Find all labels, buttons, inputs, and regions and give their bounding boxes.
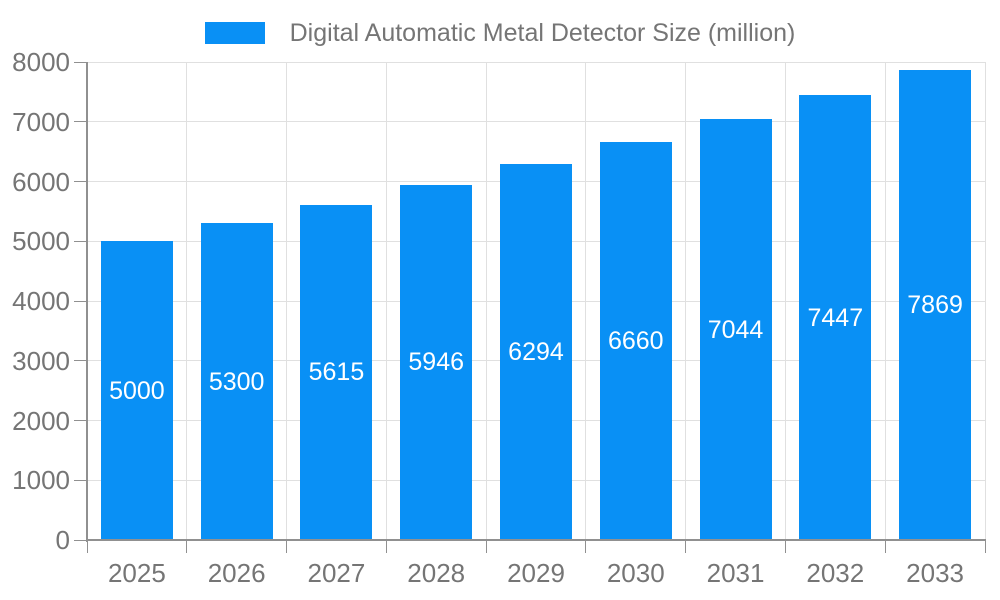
gridline-horizontal (87, 121, 985, 123)
y-axis-label: 5000 (12, 226, 70, 257)
x-axis-label: 2028 (407, 558, 466, 588)
x-axis-tick (186, 540, 188, 553)
gridline-vertical (186, 62, 188, 540)
y-axis-label: 8000 (12, 47, 70, 77)
gridline-vertical (884, 62, 886, 540)
y-axis-tick (74, 360, 87, 362)
bar[interactable] (400, 184, 473, 540)
y-axis-label: 2000 (12, 405, 70, 436)
legend[interactable]: Digital Automatic Metal Detector Size (m… (0, 18, 1000, 47)
x-axis-tick (585, 540, 587, 553)
bar[interactable] (300, 204, 373, 540)
bar[interactable] (599, 142, 672, 540)
x-axis-line (86, 539, 986, 541)
gridline-horizontal (87, 61, 985, 63)
x-axis-tick (784, 540, 786, 553)
gridline-vertical (385, 62, 387, 540)
bar[interactable] (899, 69, 972, 540)
y-axis-label: 4000 (12, 286, 70, 316)
bar[interactable] (200, 223, 273, 540)
bar[interactable] (699, 119, 772, 540)
gridline-vertical (984, 62, 986, 540)
gridline-vertical (286, 62, 288, 540)
y-axis-tick (74, 539, 87, 541)
x-axis-label: 2030 (606, 558, 665, 588)
x-axis-label: 2029 (507, 558, 565, 588)
x-axis-tick (286, 540, 288, 553)
x-axis-label: 2027 (307, 558, 366, 588)
x-axis-tick (685, 540, 687, 553)
bar[interactable] (500, 163, 572, 540)
gridline-vertical (485, 62, 487, 540)
y-axis-label: 6000 (12, 166, 70, 197)
bar[interactable] (100, 241, 173, 540)
gridline-vertical (685, 62, 687, 540)
y-axis-tick (74, 240, 87, 242)
x-axis-label: 2031 (706, 558, 765, 588)
x-axis-tick (984, 540, 986, 553)
x-axis-tick (485, 540, 487, 553)
x-axis-tick (86, 540, 88, 553)
x-axis-tick (385, 540, 387, 553)
y-axis-tick (74, 479, 87, 481)
bar[interactable] (799, 95, 872, 540)
y-axis-tick (74, 121, 87, 123)
y-axis-label: 1000 (12, 465, 70, 496)
legend-label[interactable]: Digital Automatic Metal Detector Size (m… (289, 18, 796, 47)
y-axis-tick (74, 61, 87, 63)
x-axis-label: 2033 (906, 558, 965, 588)
y-axis-label: 7000 (12, 106, 70, 137)
gridline-vertical (784, 62, 786, 540)
y-axis-label: 3000 (12, 345, 70, 376)
x-axis-label: 2032 (806, 558, 865, 588)
legend-swatch[interactable] (204, 22, 265, 44)
x-axis-tick (884, 540, 886, 553)
y-axis-tick (74, 420, 87, 421)
x-axis-label: 2025 (107, 558, 166, 588)
x-axis-label: 2026 (207, 558, 266, 588)
y-axis-tick (74, 181, 87, 182)
y-axis-line (86, 62, 88, 542)
y-axis-tick (74, 300, 87, 302)
gridline-vertical (585, 62, 587, 540)
y-axis-label: 0 (55, 525, 70, 555)
